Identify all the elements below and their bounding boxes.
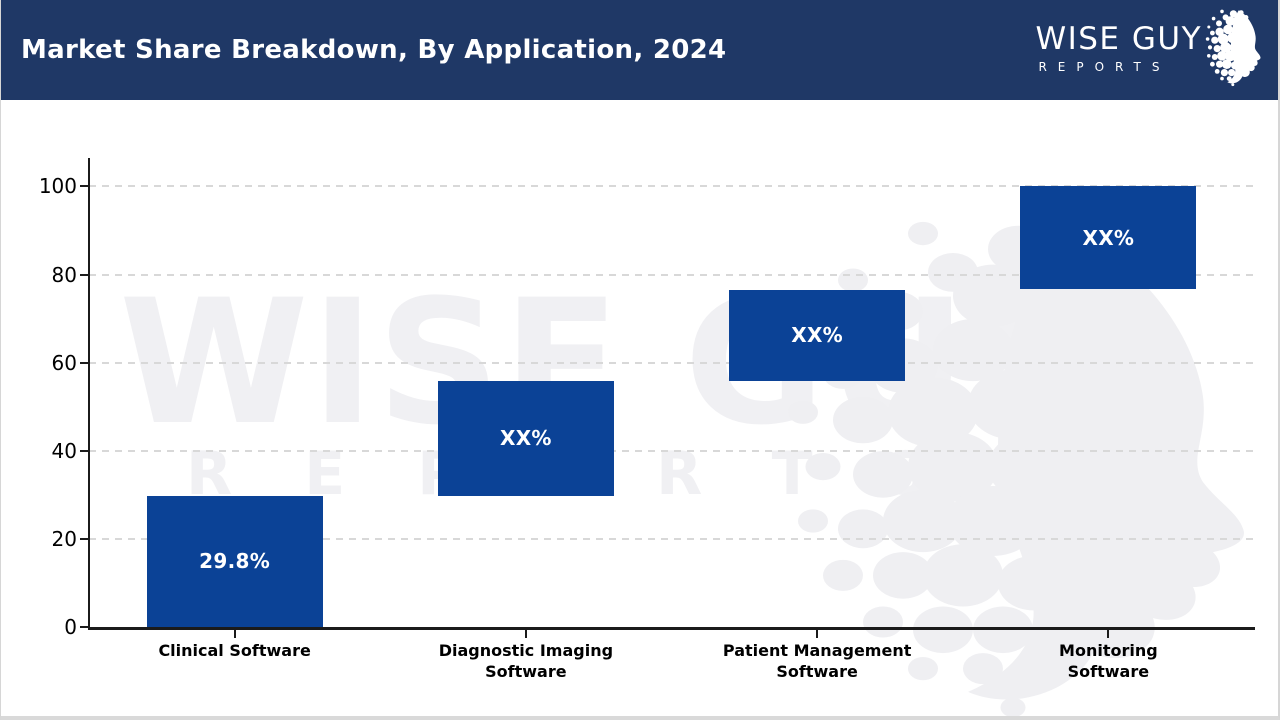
y-axis-tick [80,185,88,188]
x-axis-tick [524,630,527,638]
gridline [89,273,1254,276]
gridline [89,537,1254,540]
plot-area: 29.8% XX% XX% XX% [89,160,1254,627]
y-axis-tick [80,537,88,540]
x-axis-tick-labels: Clinical Software Diagnostic Imaging Soft… [1,627,1278,716]
y-axis-tick [80,361,88,364]
chart-bar: XX% [729,289,906,382]
chart-bar: XX% [1020,186,1197,289]
x-axis-category-label: Monitoring Software [1059,641,1158,681]
bar-value-label: XX% [791,323,844,348]
y-axis-value: 0 [64,615,77,639]
x-axis-tick [1107,630,1110,638]
gridline [89,449,1254,452]
logo-reports-text: REPORTS [1038,59,1171,74]
logo-wiseguy-text: WISE GUY [1035,21,1202,58]
x-axis-category-label: Diagnostic Imaging Software [438,641,614,681]
bar-value-label: 29.8% [199,549,271,574]
gridline [89,361,1254,364]
x-axis-category-label: Patient Management Software [722,641,912,681]
y-axis-tick [80,273,88,276]
y-axis-tick-labels: 0 20 40 60 80 100 [15,160,77,639]
wiseguy-logo: WISE GUY REPORTS [1035,9,1264,87]
y-axis-tick [80,449,88,452]
bar-value-label: XX% [499,426,552,451]
logo-text: WISE GUY REPORTS [1035,22,1202,73]
header: Market Share Breakdown, By Application, … [1,0,1278,100]
chart-bar: XX% [437,381,614,496]
y-axis-value: 60 [51,350,77,375]
chart-canvas: WISE GUY REPORTS 29.8%XX%XX%XX% 02040608… [1,100,1278,716]
y-axis-tick [80,626,88,628]
x-axis-tick [816,630,819,638]
gridline [89,185,1254,188]
bar-value-label: XX% [1082,225,1135,250]
y-axis-value: 80 [51,262,77,287]
wiseguy-face-icon [1204,9,1264,87]
y-axis-value: 20 [51,526,77,551]
y-axis-line [88,158,90,629]
x-axis-category-label: Clinical Software [158,641,311,660]
y-axis-ticks [80,160,88,628]
x-axis-tick [233,630,236,638]
chart-bar: 29.8% [146,495,323,627]
x-axis-line [88,627,1255,630]
y-axis-value: 40 [51,438,77,463]
page-title: Market Share Breakdown, By Application, … [21,35,727,65]
y-axis-value: 100 [38,174,77,199]
